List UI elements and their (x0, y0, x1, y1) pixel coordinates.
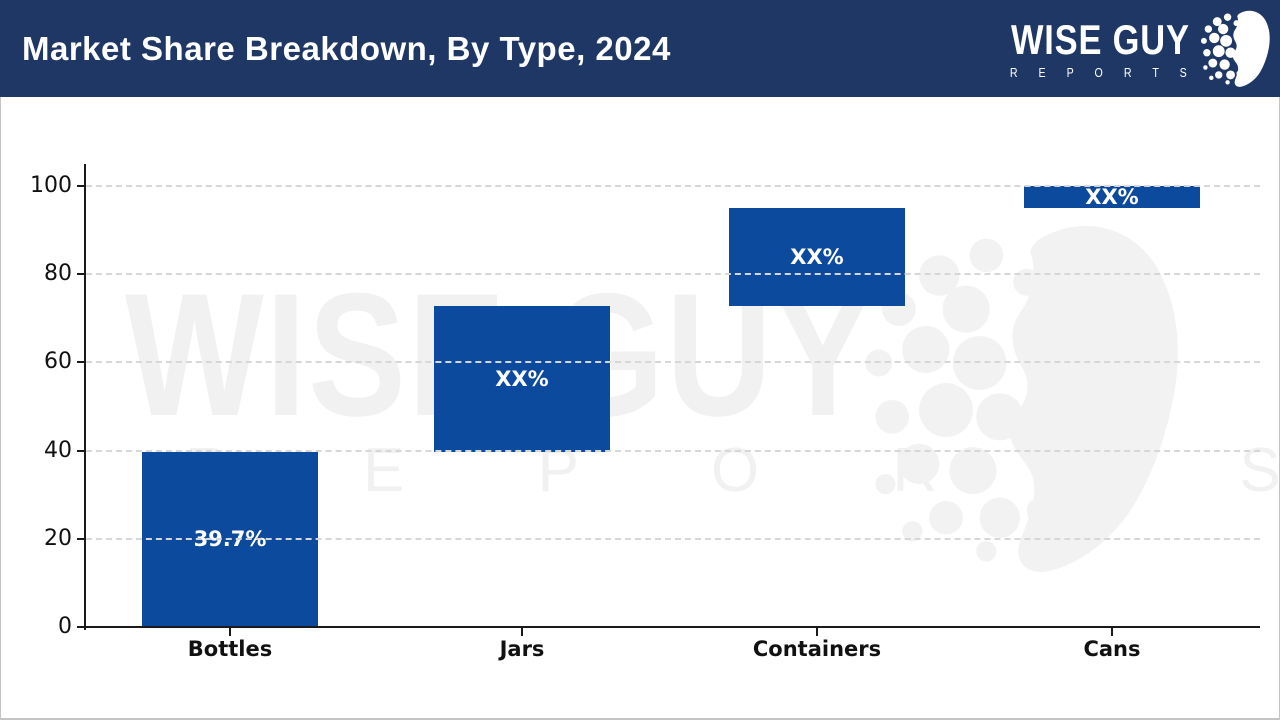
y-tick (77, 361, 85, 364)
wise-guy-logo: WISE GUY R E P O R T S (963, 7, 1280, 91)
page-title: Market Share Breakdown, By Type, 2024 (22, 29, 671, 67)
logo-text: WISE GUY R E P O R T S (1005, 15, 1196, 80)
y-tick (77, 626, 85, 628)
face-watermark (865, 225, 1178, 573)
x-tick (816, 628, 818, 636)
x-tick-label-cans: Cans (1083, 637, 1141, 661)
x-axis-line (84, 626, 1260, 628)
face-dots-icon (1200, 10, 1270, 87)
waterfall-chart: 0 20 40 60 80 100 39.7% Bottles XX% Jars XX% Contai… (0, 97, 1280, 720)
y-tick-label: 40 (44, 437, 72, 463)
y-tick (77, 537, 85, 540)
x-tick (521, 628, 523, 636)
gridline (86, 537, 1260, 540)
y-tick-label: 60 (44, 349, 72, 375)
x-tick-label-containers: Containers (752, 637, 882, 661)
y-tick (77, 449, 85, 452)
gridline (86, 273, 1260, 276)
bar-value-label: XX% (1085, 185, 1139, 210)
y-tick (77, 185, 85, 187)
bar-jars: XX% (434, 305, 610, 452)
y-tick-label: 20 (44, 525, 72, 551)
y-axis-line (84, 164, 86, 630)
bar-cans: XX% (1024, 185, 1200, 210)
logo-wordmark: WISE GUY (1011, 15, 1190, 63)
x-tick (1111, 628, 1113, 636)
page-border-left (0, 97, 1, 720)
gridline (86, 449, 1260, 452)
logo-subtitle: R E P O R T S (1010, 64, 1196, 80)
y-tick-label: 80 (44, 261, 72, 287)
y-tick-label: 100 (30, 173, 72, 198)
x-tick-label-bottles: Bottles (187, 637, 273, 661)
bar-containers: XX% (729, 208, 905, 306)
page-border-bottom (0, 718, 1280, 720)
header-bar: Market Share Breakdown, By Type, 2024 WI… (0, 0, 1280, 97)
y-tick (77, 273, 85, 276)
x-tick-label-jars: Jars (499, 637, 545, 661)
bar-value-label: XX% (790, 244, 844, 269)
x-tick (229, 628, 231, 636)
gridline (86, 185, 1260, 187)
y-tick-label: 0 (58, 614, 72, 639)
gridline (86, 361, 1260, 364)
bar-value-label: XX% (495, 366, 549, 391)
